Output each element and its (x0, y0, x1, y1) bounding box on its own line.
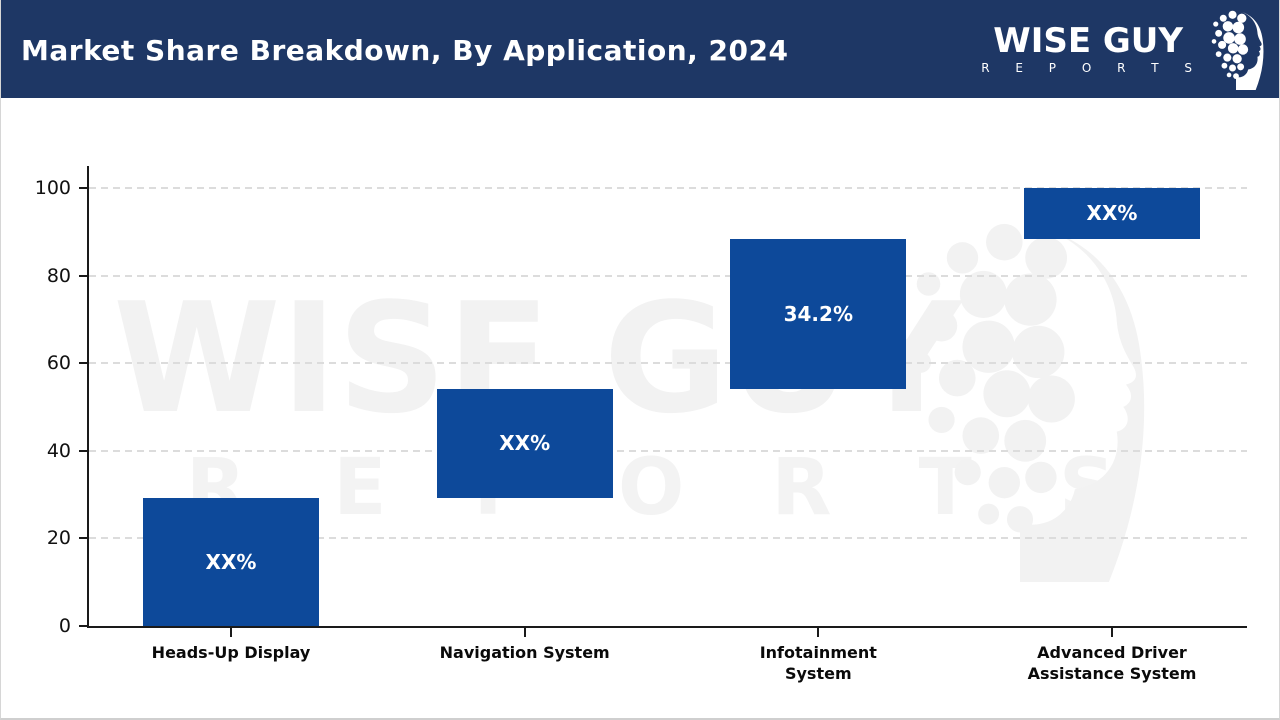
brand-logo: WISE GUY R E P O R T S (973, 7, 1265, 91)
gridline-100 (89, 187, 1247, 189)
bar-value-label: XX% (499, 431, 551, 456)
y-tick-label-20: 20 (46, 527, 71, 550)
x-category-label: Infotainment System (688, 642, 948, 684)
x-category-label-line: System (784, 664, 852, 683)
bar-segment: XX% (143, 498, 319, 626)
y-tick-mark-40 (79, 449, 87, 452)
y-tick-mark-0 (79, 625, 87, 627)
waterfall-bar-plot: 0 20 40 60 80 100 XX% XX% 34.2% XX% Heads-Up Displ… (1, 98, 1279, 718)
gridline-20 (89, 537, 1247, 540)
x-category-label: Heads-Up Display (101, 642, 361, 663)
y-tick-label-40: 40 (46, 439, 71, 462)
y-tick-mark-80 (79, 274, 87, 277)
page-title: Market Share Breakdown, By Application, … (21, 34, 789, 67)
bar-value-label: XX% (1086, 201, 1138, 226)
chart-area: WISE GUY R E P O R T S 0 20 40 60 80 100 XX% XX… (1, 98, 1279, 718)
x-axis-spine (87, 626, 1247, 628)
y-tick-label-0: 0 (58, 615, 71, 637)
x-category-label: Navigation System (395, 642, 655, 663)
x-tick-mark (817, 628, 820, 637)
bar-value-label: 34.2% (783, 301, 853, 326)
x-category-label-line: Assistance System (1027, 664, 1197, 683)
x-tick-mark (230, 628, 232, 637)
x-tick-mark (523, 628, 526, 637)
bar-segment: XX% (1024, 188, 1200, 239)
brand-face-icon (1211, 10, 1264, 90)
x-category-label-line: Infotainment (759, 643, 877, 662)
bar-segment: XX% (436, 388, 613, 499)
y-axis-spine (87, 166, 89, 628)
y-tick-mark-60 (79, 362, 87, 365)
y-tick-label-60: 60 (46, 352, 71, 375)
x-category-label-line: Advanced Driver (1037, 643, 1187, 662)
header-bar: Market Share Breakdown, By Application, … (1, 0, 1279, 98)
y-tick-mark-100 (79, 187, 87, 189)
x-tick-mark (1111, 628, 1113, 637)
bar-segment: 34.2% (730, 238, 907, 389)
brand-logo-text: WISE GUY R E P O R T S (973, 23, 1203, 75)
x-category-label: Advanced Driver Assistance System (982, 642, 1242, 684)
x-category-label-line: Heads-Up Display (151, 643, 311, 662)
gridline-80 (89, 274, 1247, 277)
bar-value-label: XX% (205, 550, 257, 575)
gridline-40 (89, 449, 1247, 452)
y-tick-mark-20 (79, 537, 87, 540)
y-tick-label-100: 100 (34, 177, 71, 199)
y-tick-label-80: 80 (46, 264, 71, 287)
gridline-60 (89, 362, 1247, 365)
brand-subtitle: R E P O R T S (981, 61, 1203, 75)
x-category-label-line: Navigation System (439, 643, 610, 662)
brand-wordmark: WISE GUY (993, 21, 1184, 61)
